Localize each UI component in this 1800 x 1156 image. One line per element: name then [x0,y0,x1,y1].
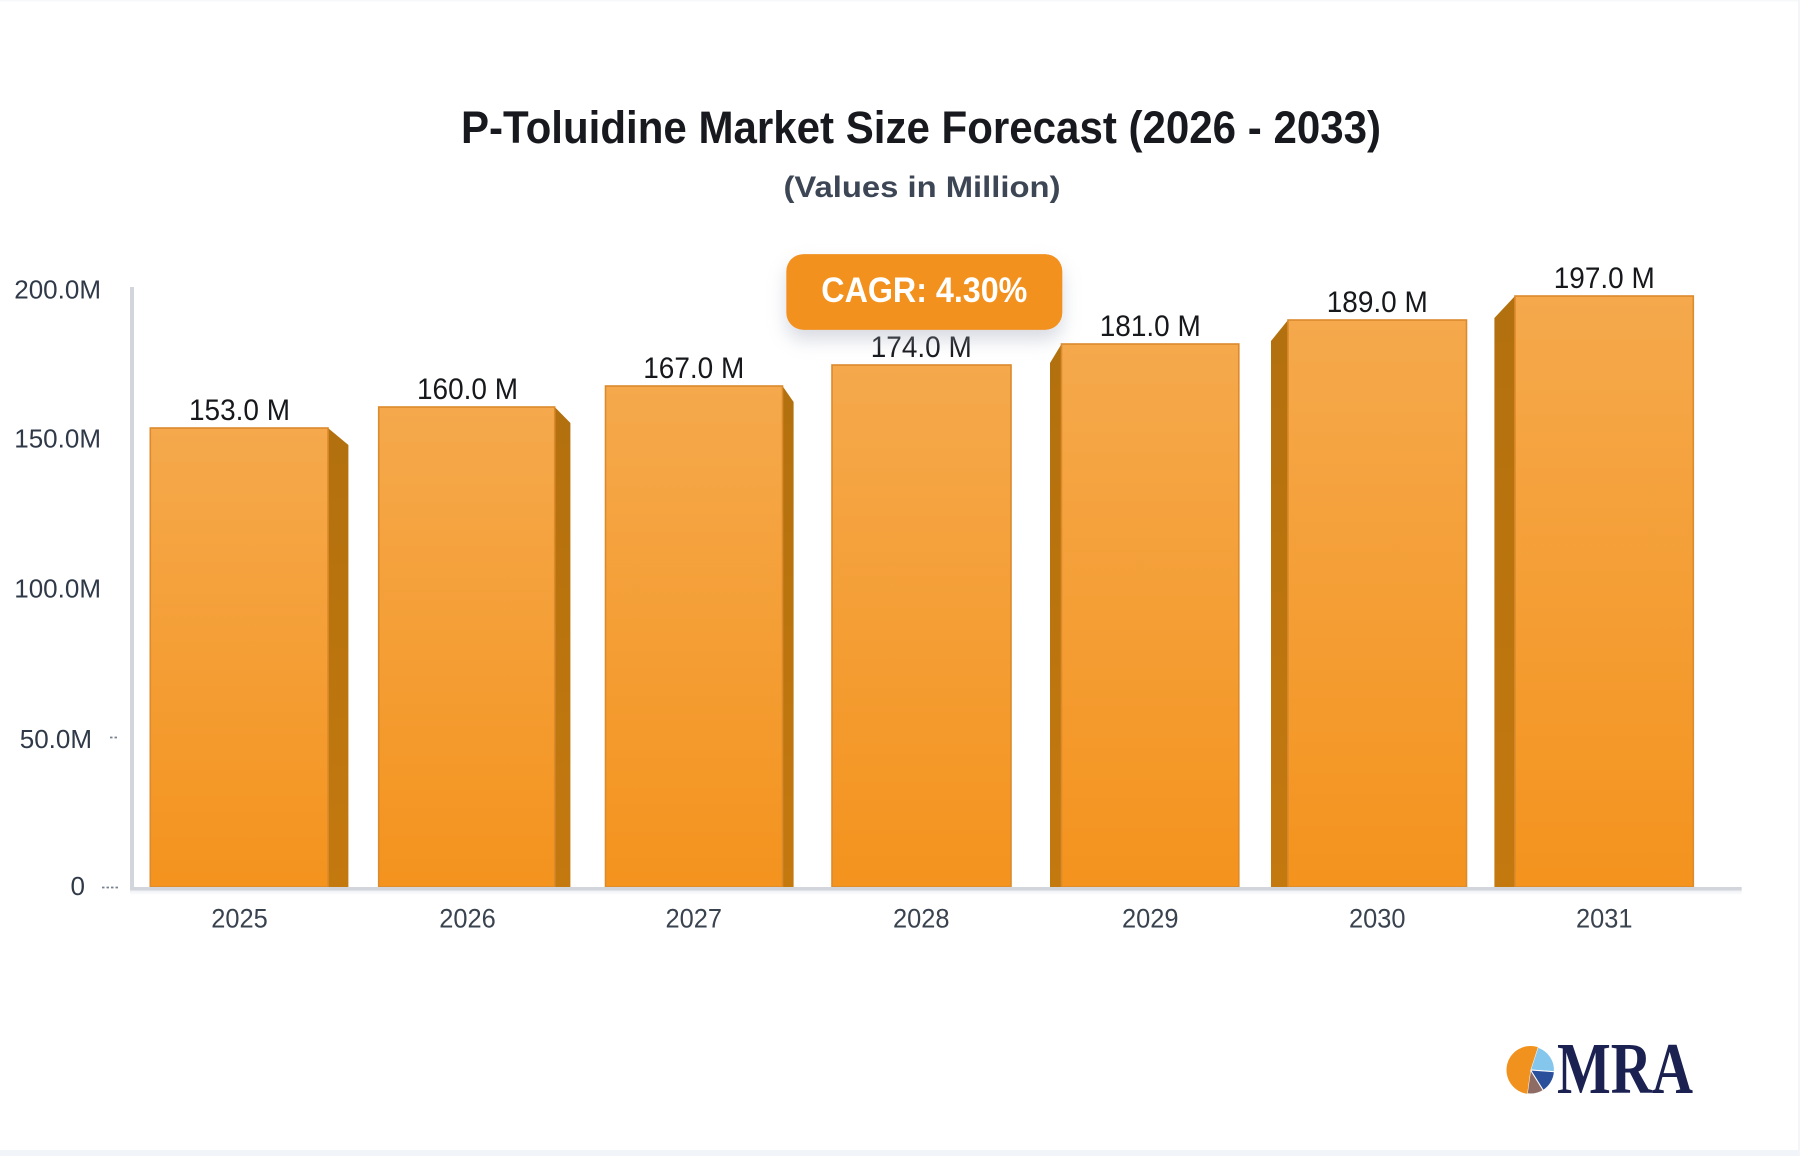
svg-text:0: 0 [71,871,85,901]
svg-text:P-Toluidine Market Size Foreca: P-Toluidine Market Size Forecast (2026 -… [461,102,1381,153]
svg-text:2026: 2026 [439,904,496,934]
svg-text:CAGR: 4.30%: CAGR: 4.30% [821,270,1027,310]
svg-text:153.0 M: 153.0 M [189,394,290,427]
svg-text:100.0M: 100.0M [14,574,101,604]
svg-text:150.0M: 150.0M [14,424,101,454]
svg-text:160.0 M: 160.0 M [417,373,518,406]
svg-text:181.0 M: 181.0 M [1100,310,1201,343]
svg-text:50.0M: 50.0M [20,724,92,754]
svg-text:2030: 2030 [1349,904,1406,934]
svg-text:174.0 M: 174.0 M [871,331,972,364]
svg-text:197.0 M: 197.0 M [1554,262,1655,295]
svg-text:MRA: MRA [1557,1028,1693,1109]
svg-text:189.0 M: 189.0 M [1327,286,1428,319]
svg-text:167.0 M: 167.0 M [643,352,744,385]
svg-text:2027: 2027 [666,904,723,934]
svg-text:2028: 2028 [893,904,950,934]
svg-text:2025: 2025 [211,904,268,934]
svg-text:2031: 2031 [1576,904,1633,934]
svg-text:2029: 2029 [1122,904,1179,934]
svg-text:200.0M: 200.0M [14,274,101,304]
svg-text:(Values in Million): (Values in Million) [784,171,1061,204]
